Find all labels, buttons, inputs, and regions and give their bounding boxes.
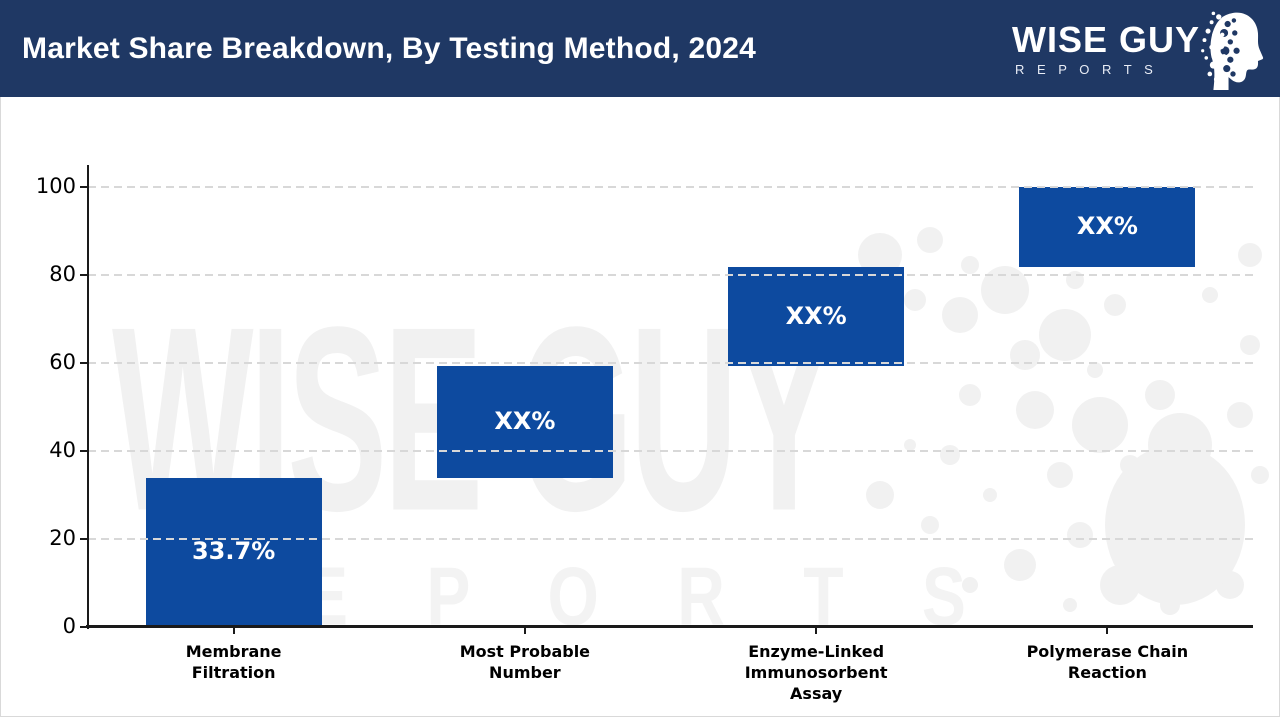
gridline-60 [88,361,1253,364]
gridline-40 [88,449,1253,452]
y-axis-line [86,165,89,629]
y-tick-mark-60 [80,361,88,364]
y-tick-label-60: 60 [49,349,76,374]
header: Market Share Breakdown, By Testing Metho… [0,0,1280,97]
logo-name-text: WISE GUY [1011,19,1200,60]
bar-value-label-3: XX% [785,301,847,330]
y-tick-mark-20 [80,537,88,540]
gridline-100 [88,185,1253,188]
logo-sub-text: R E P O R T S [1014,62,1158,77]
x-tick-mark-2 [523,628,526,634]
y-tick-label-100: 100 [35,173,76,198]
wiseguy-logo: WISE GUY R E P O R T S [1012,8,1268,90]
bar-2 [436,366,613,479]
gridline-20 [88,537,1253,540]
y-tick-label-40: 40 [49,437,76,462]
x-category-label-1: Membrane Filtration [185,641,282,682]
y-tick-label-20: 20 [49,525,76,550]
page-left-hairline [0,97,1,717]
bar-1 [145,478,322,627]
x-axis-line [86,625,1253,628]
x-category-label-3: Enzyme-Linked Immunosorbent Assay [744,641,888,703]
y-tick-mark-80 [80,273,88,276]
y-tick-label-80: 80 [49,261,76,286]
bar-value-label-1: 33.7% [191,537,276,566]
page-bottom-hairline [0,716,1280,717]
bar-value-label-2: XX% [494,407,556,436]
chart-plot-area: 0 20 40 60 80 100 33.7% Membrane Filtration XX% M… [0,97,1280,717]
logo-head-icon [1201,11,1264,90]
watermark-dots-head [858,227,1269,615]
bar-3 [728,267,905,367]
y-tick-mark-0 [80,625,88,628]
y-tick-label-0: 0 [62,613,76,638]
y-tick-mark-40 [80,449,88,452]
page-title: Market Share Breakdown, By Testing Metho… [22,31,757,65]
x-tick-mark-4 [1106,628,1109,634]
gridline-80 [88,273,1253,276]
y-tick-mark-100 [80,185,88,188]
bar-value-label-4: XX% [1076,211,1138,240]
x-tick-mark-3 [815,628,818,634]
x-category-label-4: Polymerase Chain Reaction [1026,641,1189,682]
x-category-label-2: Most Probable Number [459,641,591,682]
bar-4 [1019,186,1196,268]
x-tick-mark-1 [232,628,235,634]
